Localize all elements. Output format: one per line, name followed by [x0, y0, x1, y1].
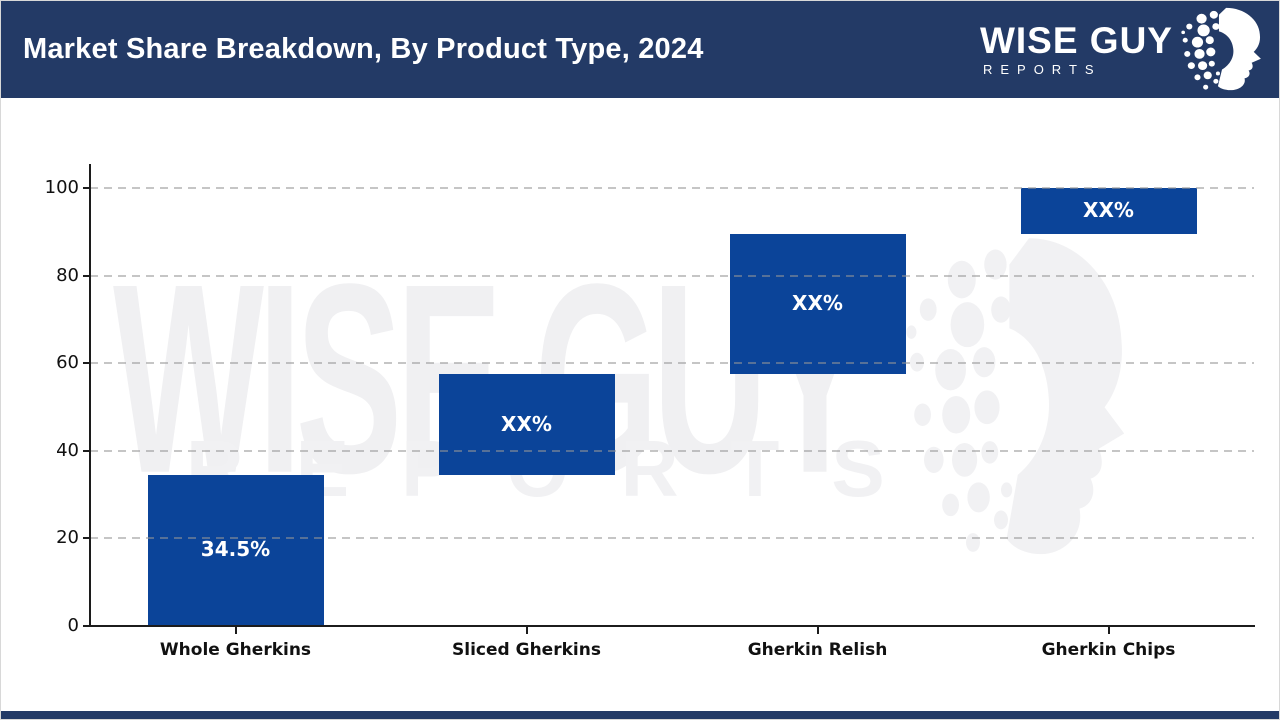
logo: WISE GUY REPORTS — [980, 5, 1267, 93]
x-axis-line — [89, 625, 1255, 627]
y-tick-0 — [83, 625, 90, 627]
header-bar: Market Share Breakdown, By Product Type,… — [1, 1, 1279, 98]
bar-value-label-gherkin-chips: XX% — [1083, 197, 1134, 222]
logo-wordmark: WISE GUY — [979, 19, 1173, 61]
y-tick-label-80: 80 — [56, 264, 79, 286]
gridline-40 — [90, 449, 1254, 452]
y-tick-80 — [83, 274, 90, 277]
bar-value-label-sliced-gherkins: XX% — [501, 411, 552, 436]
x-tick-gherkin-chips — [1107, 627, 1110, 634]
watermark-face-icon — [906, 238, 1125, 555]
logo-face-icon — [1181, 7, 1261, 91]
y-tick-label-60: 60 — [56, 352, 79, 374]
bar-value-label-gherkin-relish: XX% — [792, 291, 843, 316]
y-tick-40 — [83, 449, 90, 452]
y-tick-label-40: 40 — [56, 439, 79, 461]
y-tick-label-0: 0 — [67, 615, 79, 636]
x-category-label-sliced-gherkins: Sliced Gherkins — [452, 640, 601, 660]
bar-gherkin-relish — [729, 233, 906, 375]
x-category-label-gherkin-chips: Gherkin Chips — [1041, 640, 1176, 660]
bar-gherkin-chips — [1020, 188, 1197, 234]
gridline-20 — [90, 537, 1254, 540]
x-category-label-whole-gherkins: Whole Gherkins — [159, 640, 312, 660]
x-tick-whole-gherkins — [234, 627, 237, 634]
x-tick-sliced-gherkins — [525, 627, 528, 634]
footer-bar — [1, 711, 1279, 719]
bar-value-label-whole-gherkins: 34.5% — [200, 537, 271, 562]
x-category-label-gherkin-relish: Gherkin Relish — [747, 640, 888, 660]
logo-text: WISE GUY REPORTS — [979, 19, 1173, 78]
y-tick-100 — [83, 187, 90, 189]
x-tick-gherkin-relish — [816, 627, 819, 634]
y-axis-line — [89, 164, 91, 627]
page-title: Market Share Breakdown, By Product Type,… — [23, 33, 704, 65]
y-tick-60 — [83, 362, 90, 365]
bar-sliced-gherkins — [438, 374, 615, 475]
bar-whole-gherkins — [147, 474, 324, 626]
gridline-60 — [90, 362, 1254, 365]
y-tick-label-20: 20 — [56, 527, 79, 549]
y-tick-label-100: 100 — [44, 177, 79, 198]
logo-subtitle: REPORTS — [982, 62, 1102, 78]
gridline-100 — [90, 187, 1254, 189]
y-tick-20 — [83, 537, 90, 540]
gridline-80 — [90, 274, 1254, 277]
